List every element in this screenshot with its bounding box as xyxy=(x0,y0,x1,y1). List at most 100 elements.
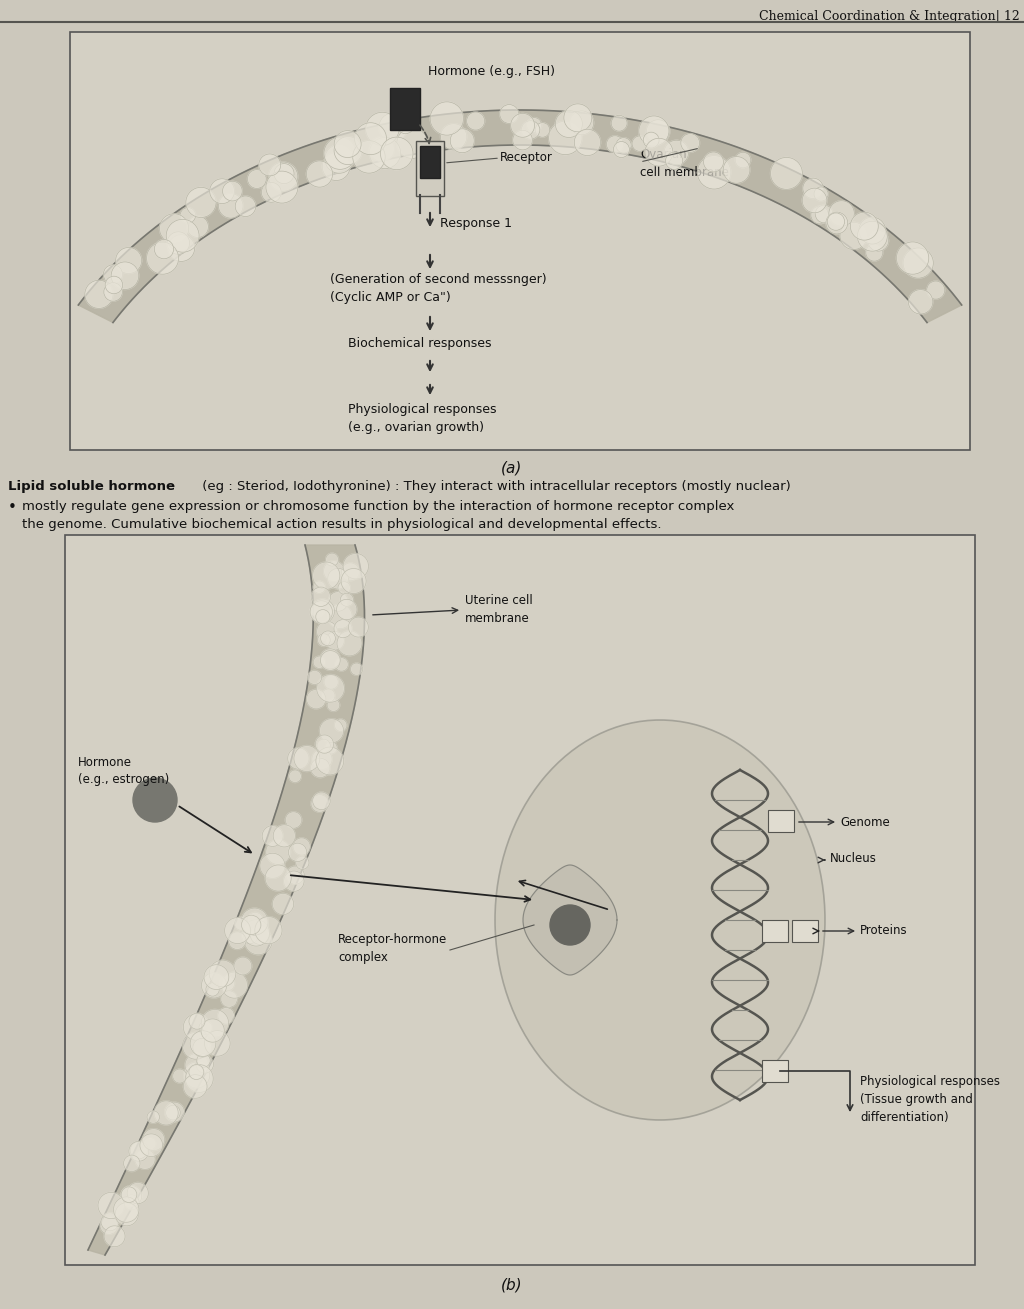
Circle shape xyxy=(526,118,542,132)
Circle shape xyxy=(201,1018,224,1042)
Text: (e.g., estrogen): (e.g., estrogen) xyxy=(78,774,169,787)
Circle shape xyxy=(180,208,196,223)
Circle shape xyxy=(322,689,335,703)
Circle shape xyxy=(703,152,723,171)
Circle shape xyxy=(311,605,325,617)
Circle shape xyxy=(811,207,828,224)
Circle shape xyxy=(228,932,246,949)
Circle shape xyxy=(296,856,309,869)
Circle shape xyxy=(234,916,248,931)
Circle shape xyxy=(550,905,590,945)
Circle shape xyxy=(199,1021,212,1034)
Circle shape xyxy=(859,217,886,243)
Circle shape xyxy=(310,600,335,623)
Circle shape xyxy=(116,247,141,274)
Circle shape xyxy=(307,670,322,685)
Circle shape xyxy=(500,105,518,123)
Circle shape xyxy=(354,123,386,154)
Circle shape xyxy=(370,136,394,161)
Circle shape xyxy=(185,1064,213,1093)
Circle shape xyxy=(259,154,281,175)
Circle shape xyxy=(183,1014,210,1041)
Text: complex: complex xyxy=(338,952,388,965)
Text: Biochemical responses: Biochemical responses xyxy=(348,338,492,351)
Circle shape xyxy=(521,120,540,139)
Circle shape xyxy=(286,867,304,885)
Circle shape xyxy=(310,758,330,778)
Bar xyxy=(390,88,420,130)
Circle shape xyxy=(121,1186,141,1207)
Circle shape xyxy=(315,610,330,624)
Circle shape xyxy=(646,119,670,143)
Circle shape xyxy=(867,230,889,251)
Circle shape xyxy=(334,136,362,165)
Circle shape xyxy=(397,128,427,158)
Circle shape xyxy=(155,240,174,259)
Circle shape xyxy=(124,1195,139,1210)
Circle shape xyxy=(183,1075,207,1098)
Circle shape xyxy=(250,925,269,944)
Text: cell membrane: cell membrane xyxy=(640,165,729,178)
Circle shape xyxy=(328,568,348,589)
Circle shape xyxy=(323,153,350,181)
Circle shape xyxy=(187,216,208,237)
Text: (eg : Steriod, Iodothyronine) : They interact with intracellular receptors (most: (eg : Steriod, Iodothyronine) : They int… xyxy=(198,480,791,493)
Circle shape xyxy=(124,1155,140,1172)
Circle shape xyxy=(324,137,356,169)
Bar xyxy=(416,140,444,195)
Circle shape xyxy=(101,1213,119,1230)
Circle shape xyxy=(325,675,338,689)
Text: •: • xyxy=(8,500,16,514)
Text: Chemical Coordination & Integration| 12: Chemical Coordination & Integration| 12 xyxy=(759,10,1020,24)
Circle shape xyxy=(289,770,301,783)
Circle shape xyxy=(289,843,307,861)
Text: (a): (a) xyxy=(502,461,522,475)
Circle shape xyxy=(316,622,338,641)
Polygon shape xyxy=(88,545,365,1255)
Circle shape xyxy=(288,747,309,770)
Circle shape xyxy=(321,651,340,670)
Text: Genome: Genome xyxy=(840,816,890,829)
Circle shape xyxy=(268,162,298,191)
Circle shape xyxy=(366,113,399,145)
Bar xyxy=(70,31,970,450)
Circle shape xyxy=(140,1134,163,1157)
Circle shape xyxy=(613,141,630,157)
Circle shape xyxy=(335,657,348,672)
Circle shape xyxy=(312,792,330,810)
Circle shape xyxy=(202,1009,228,1037)
Circle shape xyxy=(255,916,282,944)
Circle shape xyxy=(262,826,283,847)
Circle shape xyxy=(615,137,631,153)
Circle shape xyxy=(315,747,344,775)
Circle shape xyxy=(350,664,362,675)
Circle shape xyxy=(248,170,266,188)
Circle shape xyxy=(165,1102,184,1122)
Text: Uterine cell: Uterine cell xyxy=(465,593,532,606)
Circle shape xyxy=(160,213,188,243)
Circle shape xyxy=(338,581,350,594)
Circle shape xyxy=(242,927,258,944)
Circle shape xyxy=(186,187,216,217)
Circle shape xyxy=(261,182,282,203)
Bar xyxy=(762,920,788,942)
Bar xyxy=(65,535,975,1264)
Circle shape xyxy=(316,674,344,702)
Circle shape xyxy=(209,961,236,987)
Circle shape xyxy=(328,605,352,628)
Circle shape xyxy=(665,140,688,165)
Circle shape xyxy=(197,1054,210,1067)
Text: Physiological responses: Physiological responses xyxy=(860,1076,1000,1089)
Circle shape xyxy=(103,283,122,301)
Circle shape xyxy=(312,749,332,770)
Polygon shape xyxy=(78,110,962,322)
Text: Proteins: Proteins xyxy=(860,924,907,937)
Circle shape xyxy=(147,1111,160,1123)
Circle shape xyxy=(242,915,261,935)
Circle shape xyxy=(155,1101,178,1124)
Circle shape xyxy=(266,839,291,864)
Circle shape xyxy=(98,1192,124,1219)
Circle shape xyxy=(328,699,340,711)
Circle shape xyxy=(342,563,359,581)
Circle shape xyxy=(826,212,848,234)
